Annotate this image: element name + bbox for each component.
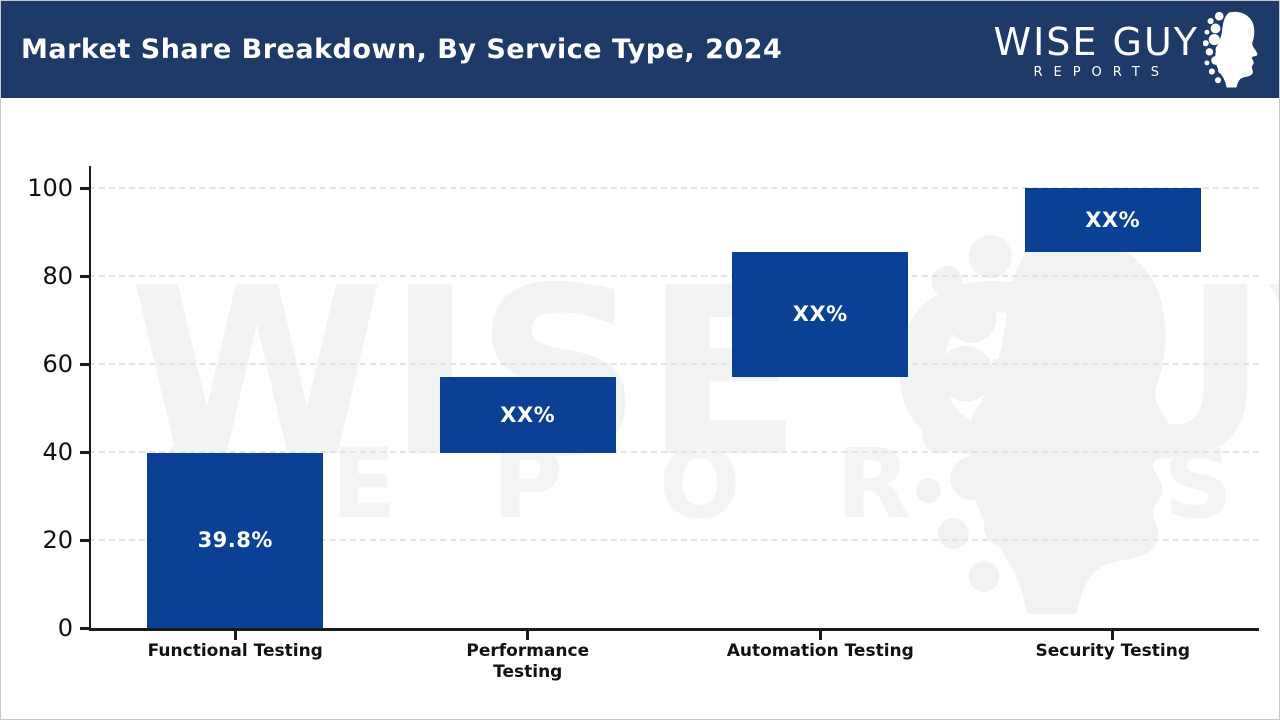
header: Market Share Breakdown, By Service Type,… bbox=[1, 1, 1279, 98]
x-category-label: Performance Testing bbox=[408, 641, 648, 683]
x-tick-mark bbox=[818, 631, 822, 640]
x-category-label-line: Testing bbox=[493, 662, 563, 682]
y-tick-mark bbox=[80, 275, 89, 278]
bar: 39.8% bbox=[147, 452, 324, 628]
gridline bbox=[89, 363, 1259, 365]
y-tick-label: 40 bbox=[42, 438, 73, 466]
y-tick-label: 0 bbox=[57, 614, 73, 642]
gridline bbox=[89, 539, 1259, 541]
x-category-label: Functional Testing bbox=[115, 641, 355, 662]
x-tick-mark bbox=[1111, 631, 1115, 640]
y-tick-label: 80 bbox=[42, 262, 73, 290]
y-tick-label: 60 bbox=[42, 350, 73, 378]
y-tick-label: 20 bbox=[42, 526, 73, 554]
y-tick-mark bbox=[80, 451, 89, 454]
bar-value-label: 39.8% bbox=[197, 528, 273, 553]
wiseguy-logo: WISE GUY REPORTS bbox=[994, 7, 1265, 93]
bar-value-label: XX% bbox=[1085, 207, 1141, 232]
x-category-label: Security Testing bbox=[993, 641, 1233, 662]
plot: 0 20 40 60 80 100 39.8% Functional Testing XX% Pe… bbox=[1, 98, 1279, 718]
x-category-label-line: Performance bbox=[466, 641, 590, 661]
chart-title: Market Share Breakdown, By Service Type,… bbox=[21, 34, 783, 65]
x-axis bbox=[89, 628, 1259, 631]
gridline bbox=[89, 187, 1259, 189]
bar: XX% bbox=[1024, 188, 1201, 252]
y-tick-mark bbox=[80, 187, 89, 190]
bar: XX% bbox=[732, 251, 909, 378]
x-category-label-line: Functional Testing bbox=[147, 641, 323, 661]
bar-value-label: XX% bbox=[792, 302, 848, 327]
chart-area: WISE GUY REPORTS 02040608010039.8%Functi… bbox=[1, 98, 1279, 718]
logo-subtitle: REPORTS bbox=[1033, 64, 1171, 80]
bar-value-label: XX% bbox=[500, 403, 556, 428]
x-tick-mark bbox=[526, 631, 530, 640]
y-tick-mark bbox=[80, 627, 89, 630]
x-category-label-line: Security Testing bbox=[1035, 641, 1190, 661]
x-tick-mark bbox=[233, 631, 237, 640]
gridline bbox=[89, 275, 1259, 277]
logo-head-icon bbox=[1203, 11, 1258, 88]
bar: XX% bbox=[439, 377, 616, 453]
x-category-label-line: Automation Testing bbox=[726, 641, 914, 661]
x-category-label: Automation Testing bbox=[700, 641, 940, 662]
gridline bbox=[89, 451, 1259, 453]
logo-text: WISE GUY REPORTS bbox=[994, 21, 1199, 80]
y-tick-mark bbox=[80, 363, 89, 366]
y-axis bbox=[89, 166, 91, 630]
logo-wordmark: WISE GUY bbox=[993, 19, 1199, 64]
y-tick-label: 100 bbox=[27, 174, 73, 202]
y-tick-mark bbox=[80, 539, 89, 542]
